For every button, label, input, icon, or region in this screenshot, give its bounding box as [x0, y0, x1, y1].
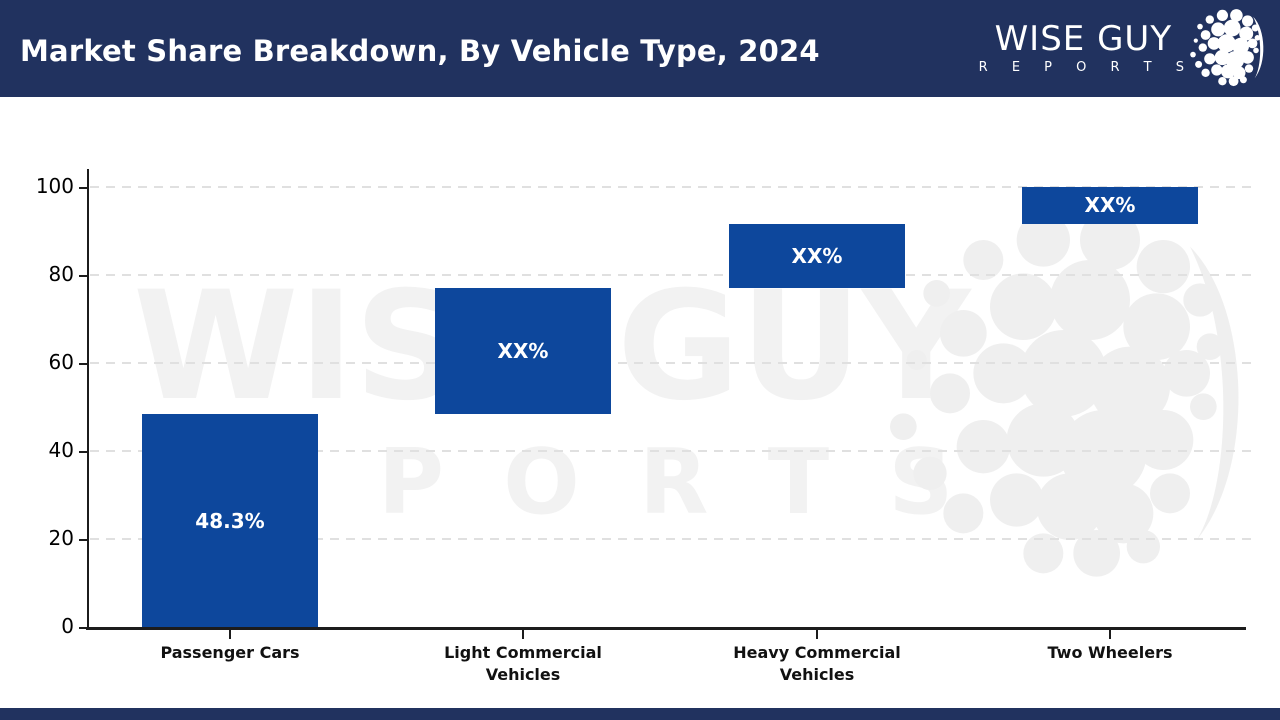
header-bar: Market Share Breakdown, By Vehicle Type,… — [0, 0, 1280, 97]
category-label-2: Heavy Commercial Vehicles — [733, 643, 901, 684]
waterfall-chart: 0 20 40 60 80 100 48.3% XX% XX% XX% Passenger Cars… — [0, 97, 1280, 708]
gridline-60 — [90, 362, 1258, 364]
y-tick-label-40: 40 — [48, 438, 74, 462]
bar-passenger-cars: 48.3% — [142, 414, 318, 627]
bar-value-label: XX% — [497, 339, 549, 364]
bar-heavy-commercial-vehicles: XX% — [729, 223, 905, 289]
footer-bar — [0, 708, 1280, 720]
x-tick-0 — [229, 630, 231, 639]
wise-guy-logo: WISE GUY R E P O R T S — [979, 0, 1272, 97]
bar-value-label: XX% — [791, 243, 843, 268]
gridline-40 — [90, 450, 1258, 452]
x-axis-line — [86, 627, 1246, 630]
y-axis-line — [87, 169, 89, 630]
y-tick-60 — [79, 363, 88, 365]
category-label-3: Two Wheelers — [1047, 643, 1173, 662]
gridline-100 — [90, 186, 1258, 188]
category-label-1: Light Commercial Vehicles — [444, 643, 602, 684]
bar-value-label: 48.3% — [195, 508, 265, 533]
x-tick-2 — [816, 630, 818, 639]
logo-subtitle: R E P O R T S — [978, 59, 1194, 75]
x-tick-3 — [1109, 630, 1111, 639]
dotted-face-icon — [1186, 7, 1270, 91]
x-tick-1 — [522, 630, 524, 639]
bar-value-label: XX% — [1084, 193, 1136, 218]
logo-name: WISE GUY — [994, 19, 1173, 59]
y-tick-40 — [79, 451, 88, 453]
y-tick-label-20: 20 — [48, 526, 74, 550]
page-title: Market Share Breakdown, By Vehicle Type,… — [20, 34, 820, 68]
gridline-80 — [90, 274, 1258, 276]
y-tick-label-60: 60 — [48, 350, 74, 374]
y-tick-100 — [79, 187, 88, 189]
watermark-text-sub: P O R T S — [378, 430, 968, 535]
logo-text: WISE GUY R E P O R T S — [973, 19, 1194, 75]
bar-two-wheelers: XX% — [1022, 187, 1198, 224]
watermark-face-icon — [865, 200, 1275, 600]
bar-light-commercial-vehicles: XX% — [435, 288, 611, 415]
category-label-0: Passenger Cars — [160, 643, 300, 662]
y-tick-0 — [79, 627, 88, 629]
y-tick-20 — [79, 539, 88, 541]
gridline-20 — [90, 538, 1258, 540]
y-tick-label-80: 80 — [48, 262, 74, 286]
y-tick-80 — [79, 275, 88, 277]
y-tick-label-0: 0 — [61, 614, 74, 638]
y-tick-label-100: 100 — [35, 174, 74, 198]
